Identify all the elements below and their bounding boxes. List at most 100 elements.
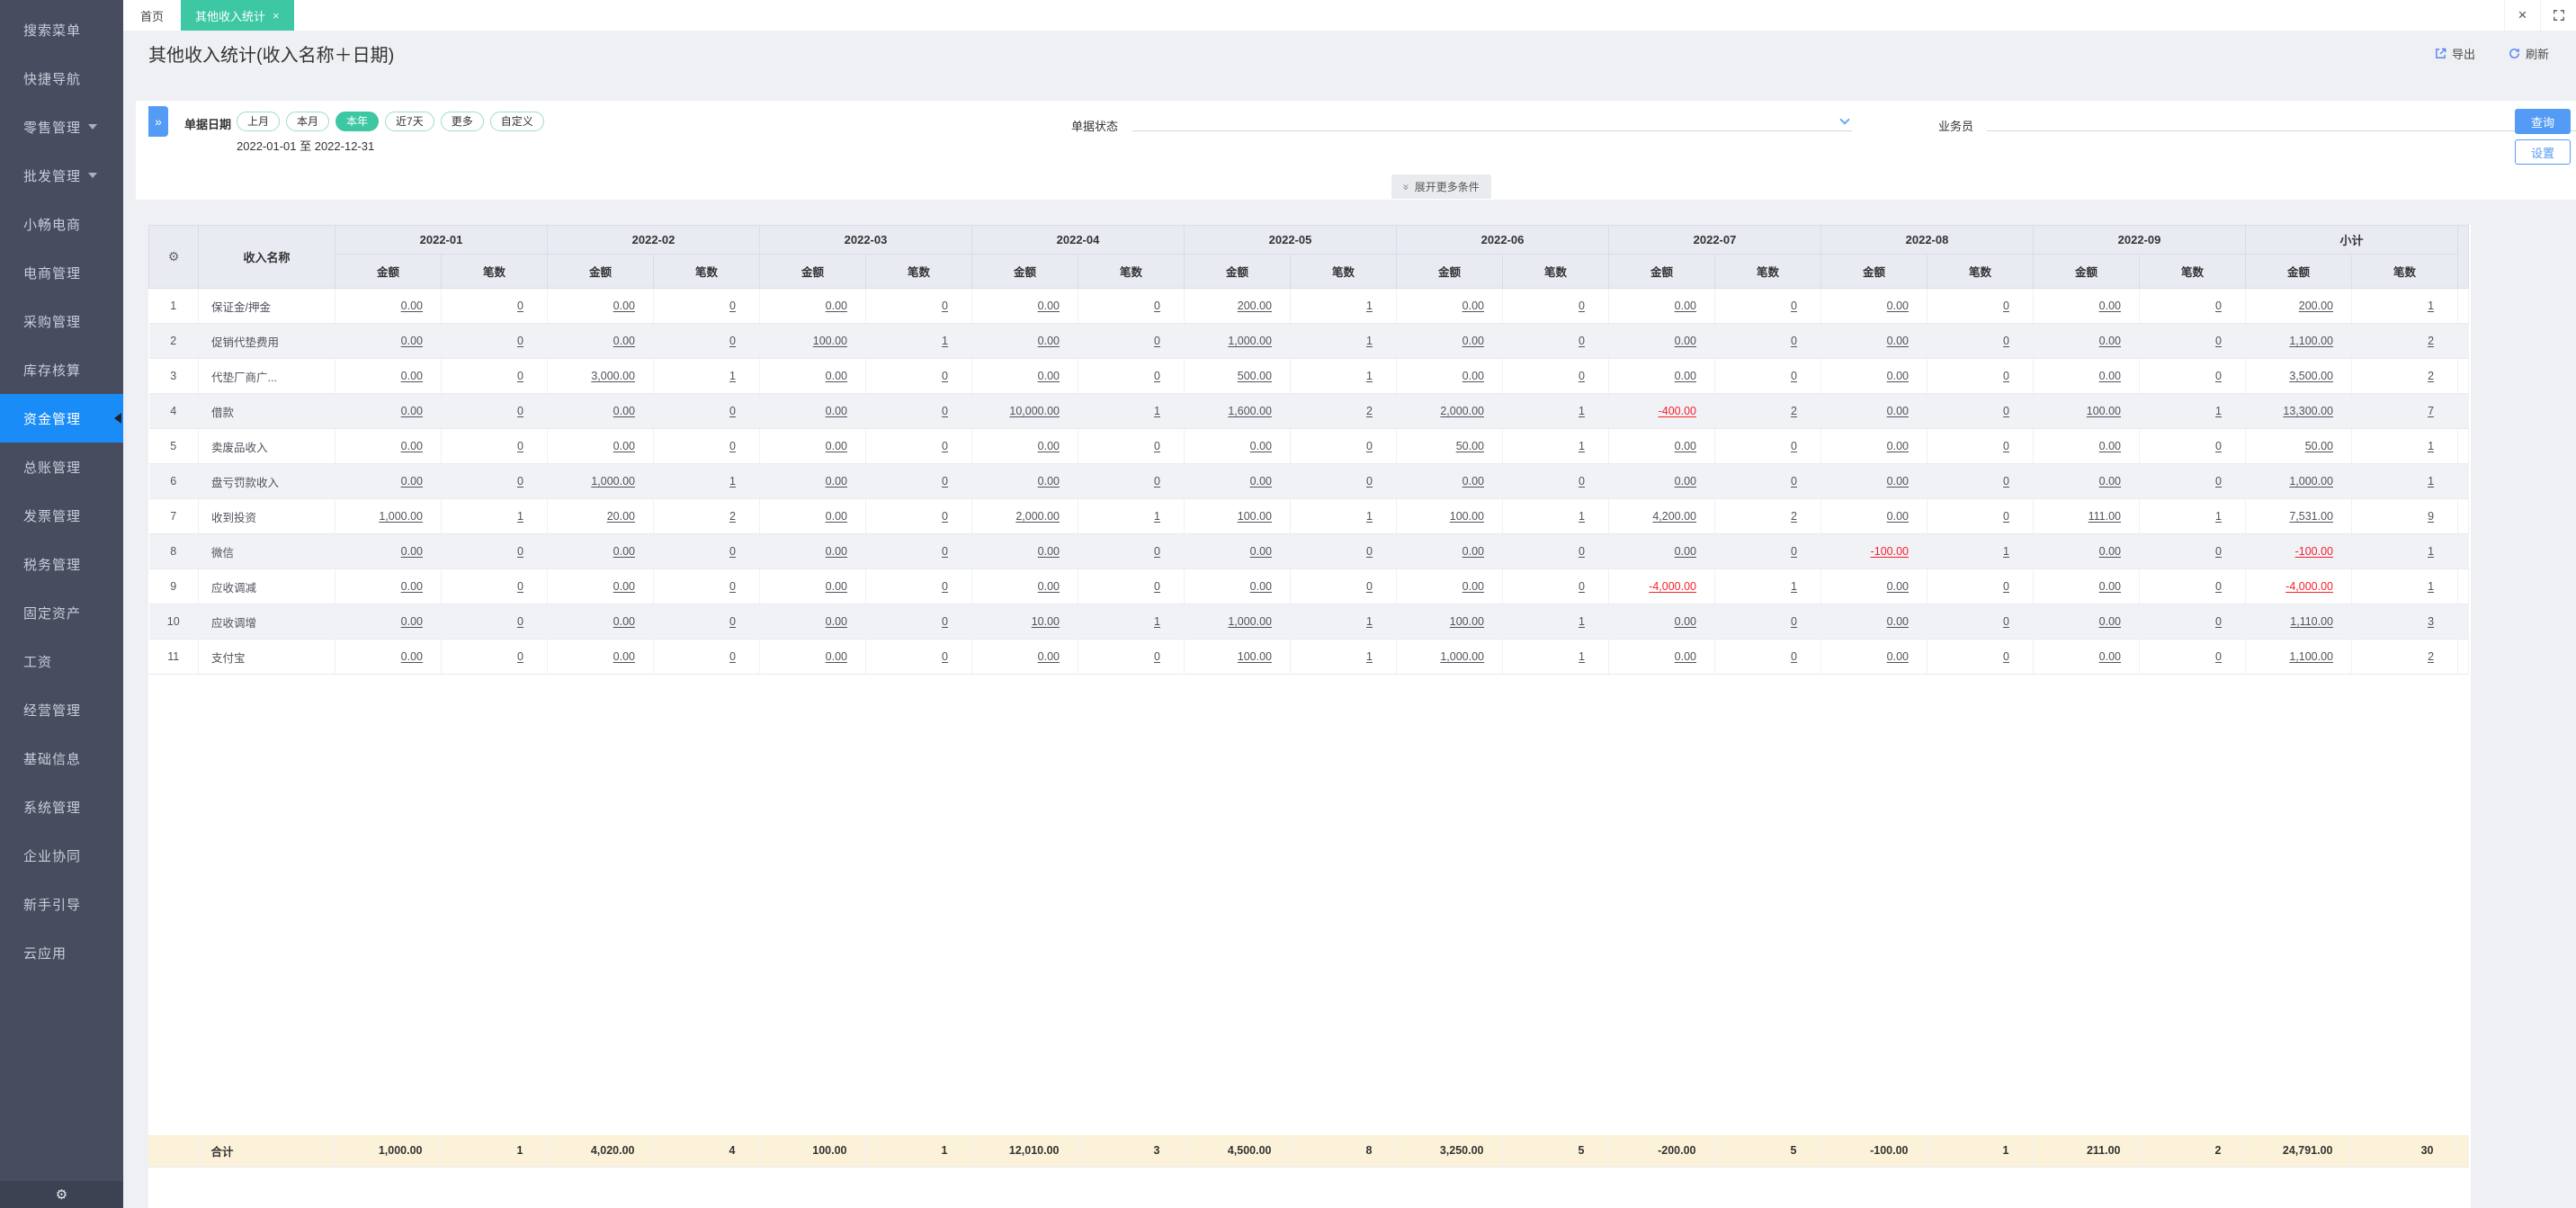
amount-link[interactable]: 0.00: [1249, 580, 1272, 593]
amount-link[interactable]: 100.00: [812, 335, 847, 347]
amount-link[interactable]: 0.00: [400, 335, 423, 347]
count-link[interactable]: 0: [517, 405, 523, 417]
amount-link[interactable]: 1,100.00: [2289, 650, 2333, 663]
amount-link[interactable]: 0.00: [1886, 405, 1909, 417]
amount-link[interactable]: 0.00: [1674, 475, 1696, 488]
amount-link[interactable]: 0.00: [1674, 545, 1696, 558]
count-link[interactable]: 0: [729, 580, 736, 593]
count-link[interactable]: 0: [517, 335, 523, 347]
amount-link[interactable]: 0.00: [1674, 615, 1696, 628]
count-link[interactable]: 0: [1579, 335, 1585, 347]
date-pill-更多[interactable]: 更多: [440, 112, 484, 131]
amount-link[interactable]: 0.00: [400, 300, 423, 312]
amount-link[interactable]: 1,000.00: [591, 475, 635, 488]
amount-link[interactable]: 0.00: [825, 440, 847, 452]
refresh-button[interactable]: 刷新: [2508, 45, 2549, 62]
close-icon[interactable]: ×: [2504, 0, 2540, 31]
amount-link[interactable]: 10,000.00: [1009, 405, 1060, 417]
amount-link[interactable]: 0.00: [2098, 475, 2121, 488]
count-link[interactable]: 0: [1154, 300, 1160, 312]
count-link[interactable]: 0: [729, 650, 736, 663]
amount-link[interactable]: 0.00: [2098, 545, 2121, 558]
amount-link[interactable]: 0.00: [825, 615, 847, 628]
amount-link[interactable]: 13,300.00: [2283, 405, 2333, 417]
count-link[interactable]: 0: [729, 440, 736, 452]
count-link[interactable]: 0: [2215, 580, 2222, 593]
sidebar-item-总账管理[interactable]: 总账管理: [0, 443, 123, 491]
count-link[interactable]: 0: [517, 545, 523, 558]
count-link[interactable]: 9: [2428, 510, 2435, 523]
count-link[interactable]: 0: [1791, 475, 1797, 488]
count-link[interactable]: 0: [1791, 370, 1797, 382]
amount-link[interactable]: 7,531.00: [2289, 510, 2333, 523]
amount-link[interactable]: 0.00: [1037, 580, 1060, 593]
count-link[interactable]: 2: [729, 510, 736, 523]
count-link[interactable]: 0: [2003, 510, 2009, 523]
count-link[interactable]: 1: [1579, 650, 1585, 663]
count-link[interactable]: 0: [942, 405, 948, 417]
amount-link[interactable]: 0.00: [825, 545, 847, 558]
count-link[interactable]: 0: [1791, 545, 1797, 558]
sidebar-item-搜索菜单[interactable]: 搜索菜单: [0, 5, 123, 54]
sidebar-item-云应用[interactable]: 云应用: [0, 928, 123, 977]
amount-link[interactable]: 1,000.00: [1440, 650, 1484, 663]
count-link[interactable]: 1: [1579, 440, 1585, 452]
amount-link[interactable]: 0.00: [1462, 475, 1484, 488]
amount-link[interactable]: 0.00: [1886, 300, 1909, 312]
amount-link[interactable]: 0.00: [2098, 300, 2121, 312]
count-link[interactable]: 0: [517, 440, 523, 452]
amount-link[interactable]: 0.00: [400, 370, 423, 382]
amount-link[interactable]: 0.00: [825, 510, 847, 523]
count-link[interactable]: 1: [729, 370, 736, 382]
amount-link[interactable]: 0.00: [1249, 545, 1272, 558]
amount-link[interactable]: 10.00: [1031, 615, 1060, 628]
amount-link[interactable]: 0.00: [825, 650, 847, 663]
amount-link[interactable]: 0.00: [1037, 300, 1060, 312]
count-link[interactable]: 0: [2003, 580, 2009, 593]
amount-link[interactable]: 0.00: [613, 335, 635, 347]
amount-link[interactable]: 0.00: [613, 405, 635, 417]
amount-link[interactable]: 0.00: [1674, 370, 1696, 382]
amount-link[interactable]: 0.00: [2098, 335, 2121, 347]
amount-link[interactable]: 0.00: [825, 370, 847, 382]
amount-link[interactable]: 0.00: [1462, 545, 1484, 558]
amount-link[interactable]: 0.00: [400, 475, 423, 488]
count-link[interactable]: 0: [1366, 580, 1373, 593]
status-input[interactable]: [1132, 108, 1852, 131]
amount-link[interactable]: 100.00: [1449, 615, 1484, 628]
amount-link[interactable]: 200.00: [1237, 300, 1272, 312]
amount-link[interactable]: -4,000.00: [2285, 580, 2333, 593]
count-link[interactable]: 0: [2003, 405, 2009, 417]
amount-link[interactable]: 20.00: [606, 510, 635, 523]
count-link[interactable]: 0: [942, 300, 948, 312]
amount-link[interactable]: 0.00: [400, 405, 423, 417]
amount-link[interactable]: 0.00: [825, 405, 847, 417]
amount-link[interactable]: 0.00: [613, 580, 635, 593]
count-link[interactable]: 1: [1366, 335, 1373, 347]
count-link[interactable]: 0: [2003, 615, 2009, 628]
date-pill-上月[interactable]: 上月: [237, 112, 281, 131]
count-link[interactable]: 1: [2428, 580, 2435, 593]
amount-link[interactable]: 1,000.00: [379, 510, 423, 523]
count-link[interactable]: 0: [1154, 650, 1160, 663]
sidebar-item-基础信息[interactable]: 基础信息: [0, 734, 123, 783]
count-link[interactable]: 0: [517, 475, 523, 488]
count-link[interactable]: 0: [2215, 370, 2222, 382]
count-link[interactable]: 0: [942, 650, 948, 663]
count-link[interactable]: 0: [517, 580, 523, 593]
amount-link[interactable]: 1,110.00: [2290, 615, 2333, 628]
count-link[interactable]: 0: [1154, 475, 1160, 488]
sidebar-item-新手引导[interactable]: 新手引导: [0, 880, 123, 928]
amount-link[interactable]: 0.00: [1037, 335, 1060, 347]
amount-link[interactable]: 0.00: [1886, 510, 1909, 523]
export-button[interactable]: 导出: [2434, 45, 2475, 62]
amount-link[interactable]: 0.00: [1674, 650, 1696, 663]
count-link[interactable]: 0: [1154, 370, 1160, 382]
count-link[interactable]: 0: [2215, 650, 2222, 663]
amount-link[interactable]: 0.00: [825, 475, 847, 488]
count-link[interactable]: 0: [729, 335, 736, 347]
count-link[interactable]: 1: [1154, 405, 1160, 417]
amount-link[interactable]: 0.00: [1462, 300, 1484, 312]
amount-link[interactable]: 0.00: [2098, 370, 2121, 382]
amount-link[interactable]: 0.00: [400, 580, 423, 593]
